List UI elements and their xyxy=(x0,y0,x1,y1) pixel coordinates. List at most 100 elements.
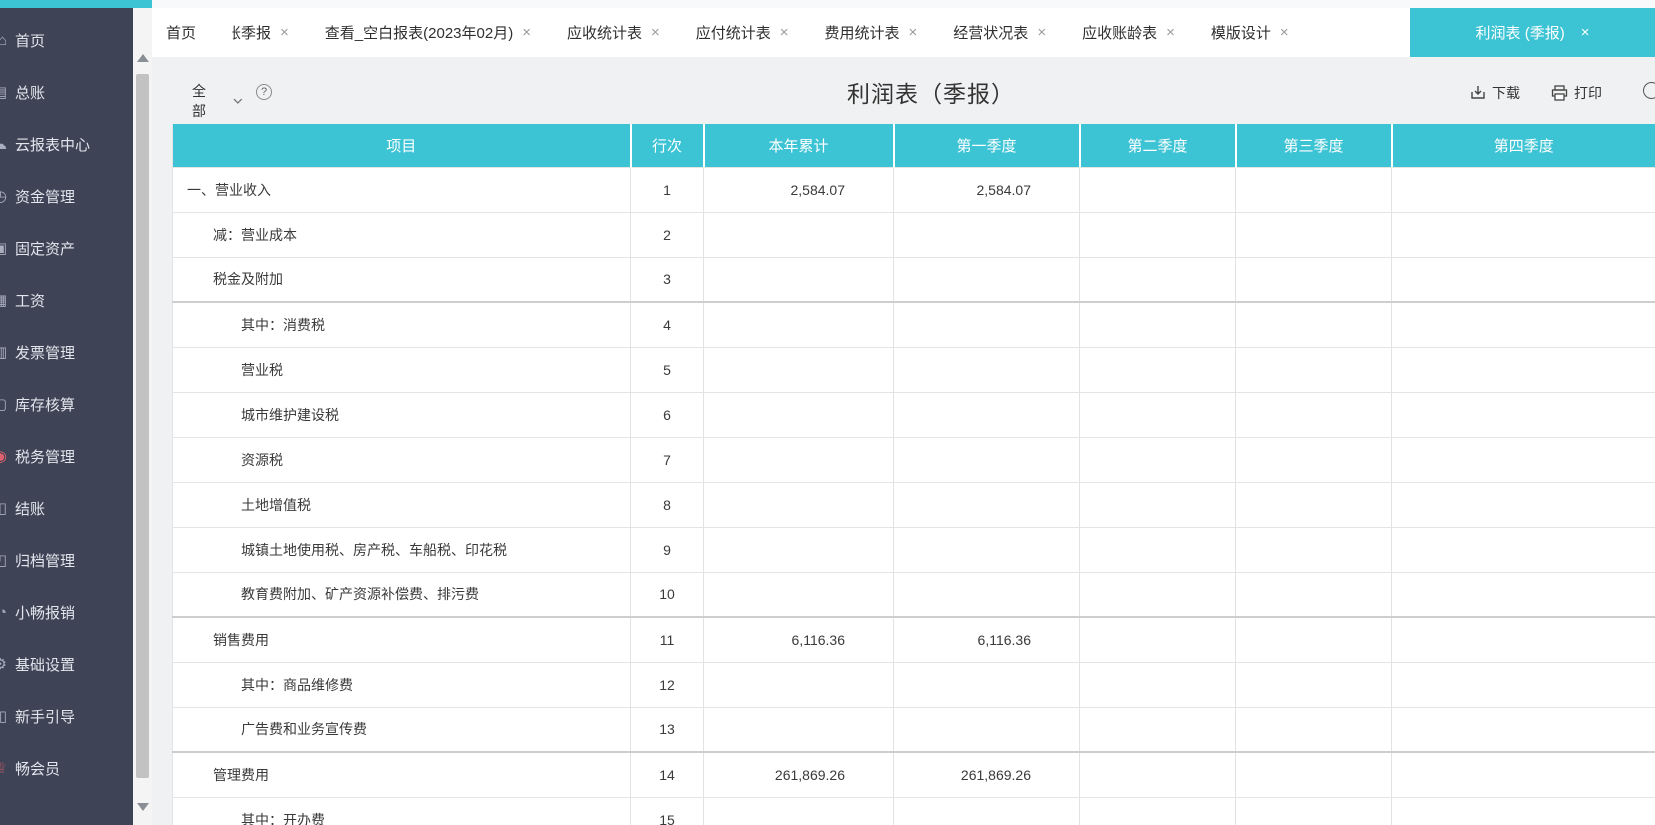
table-row: 管理费用 14 261,869.26 261,869.26 xyxy=(172,752,1655,797)
refresh-icon[interactable] xyxy=(1643,82,1655,99)
sidebar-item-inventory[interactable]: ▢ 库存核算 xyxy=(0,378,133,430)
cell-line: 13 xyxy=(630,707,704,752)
tab-1[interactable]: 账季报 × xyxy=(232,22,289,43)
report-title: 利润表（季报） xyxy=(847,81,1015,107)
cell-line: 3 xyxy=(630,257,704,302)
download-icon xyxy=(1471,86,1485,99)
cell-ytd xyxy=(703,392,894,437)
cell-q1 xyxy=(893,797,1080,825)
tab-5[interactable]: 费用统计表 × xyxy=(825,22,918,43)
cell-q4 xyxy=(1391,527,1655,572)
cell-name: 资源税 xyxy=(172,437,631,482)
close-icon[interactable]: × xyxy=(280,24,289,41)
close-icon[interactable]: × xyxy=(522,24,531,41)
sidebar-item-member[interactable]: ♕ 畅会员 xyxy=(0,742,133,794)
sidebar-scrollbar[interactable] xyxy=(133,8,152,825)
sidebar-item-label: 新手引导 xyxy=(15,708,76,726)
sidebar-item-guide[interactable]: ▯ 新手引导 xyxy=(0,690,133,742)
cell-q3 xyxy=(1235,482,1392,527)
table-row: 其中：开办费 15 xyxy=(172,797,1655,825)
close-icon[interactable]: × xyxy=(650,24,660,41)
cell-line: 11 xyxy=(630,617,704,662)
close-icon[interactable]: × xyxy=(1037,24,1047,41)
cell-q2 xyxy=(1079,572,1236,617)
cell-q1 xyxy=(893,662,1080,707)
cell-ytd: 261,869.26 xyxy=(703,752,894,797)
cell-q4 xyxy=(1391,302,1655,347)
tab-4[interactable]: 应付统计表 × xyxy=(696,22,789,43)
cell-name: 其中：商品维修费 xyxy=(172,662,631,707)
archive-icon: ◰ xyxy=(0,551,7,569)
close-icon[interactable]: × xyxy=(908,24,918,41)
cell-q2 xyxy=(1079,212,1236,257)
sidebar-item-tax[interactable]: ◉ 税务管理 xyxy=(0,430,133,482)
sidebar-item-ledger[interactable]: ▤ 总账 xyxy=(0,66,133,118)
sidebar-item-salary[interactable]: ▦ 工资 xyxy=(0,274,133,326)
close-icon[interactable]: × xyxy=(1279,24,1289,41)
sidebar-item-label: 畅会员 xyxy=(15,760,61,778)
cell-ytd xyxy=(703,302,894,347)
tab-6[interactable]: 经营状况表 × xyxy=(953,22,1046,43)
cell-name: 其中：开办费 xyxy=(172,797,631,825)
scope-filter-dropdown[interactable]: 全部 xyxy=(173,81,243,130)
tab-label: 季报 xyxy=(241,25,272,42)
cell-q1 xyxy=(893,527,1080,572)
sidebar-item-settings[interactable]: ⚙ 基础设置 xyxy=(0,638,133,690)
tab-2[interactable]: 查看_空白报表(2023年02月) × xyxy=(325,22,531,43)
help-icon[interactable]: ? xyxy=(256,84,272,100)
sidebar-item-assets[interactable]: ▣ 固定资产 xyxy=(0,222,133,274)
cell-name: 土地增值税 xyxy=(172,482,631,527)
main-area: 首页账季报 × 查看_空白报表(2023年02月) × 应收统计表 × 应付统计表 × 费用统计… xyxy=(152,8,1655,825)
scrollbar-thumb[interactable] xyxy=(136,74,149,778)
close-icon[interactable]: × xyxy=(1580,24,1590,41)
tab-8[interactable]: 模版设计 × xyxy=(1211,22,1289,43)
close-icon[interactable]: × xyxy=(779,24,789,41)
tab-home[interactable]: 首页 xyxy=(166,22,196,43)
download-button[interactable]: 下载 xyxy=(1470,83,1520,103)
cell-q3 xyxy=(1235,347,1392,392)
cell-q1 xyxy=(893,392,1080,437)
tab-label: 经营状况表 xyxy=(953,25,1029,42)
sidebar-item-label: 归档管理 xyxy=(15,552,76,570)
cell-q1: 261,869.26 xyxy=(893,752,1080,797)
sidebar-item-label: 总账 xyxy=(15,84,46,102)
cell-line: 1 xyxy=(630,167,704,212)
sidebar-item-expense[interactable]: ◔ 小畅报销 xyxy=(0,586,133,638)
sidebar-item-closing[interactable]: ◫ 结账 xyxy=(0,482,133,534)
tab-9[interactable]: 利润表 (季报) × xyxy=(1410,8,1655,57)
cell-line: 15 xyxy=(630,797,704,825)
sidebar-item-funds[interactable]: ◷ 资金管理 xyxy=(0,170,133,222)
cell-q2 xyxy=(1079,482,1236,527)
tab-7[interactable]: 应收账龄表 × xyxy=(1082,22,1175,43)
table-row: 广告费和业务宣传费 13 xyxy=(172,707,1655,752)
cell-q2 xyxy=(1079,302,1236,347)
closing-icon: ◫ xyxy=(0,499,7,517)
funds-icon: ◷ xyxy=(0,188,7,205)
cell-q1 xyxy=(893,212,1080,257)
sidebar-item-archive[interactable]: ◰ 归档管理 xyxy=(0,534,133,586)
sidebar-item-home[interactable]: ⌂ 首页 xyxy=(0,14,133,66)
print-button[interactable]: 打印 xyxy=(1551,83,1602,103)
table-row: 减：营业成本 2 xyxy=(172,212,1655,257)
tab-label: 利润表 (季报) xyxy=(1475,25,1565,42)
print-label: 打印 xyxy=(1574,85,1602,101)
sidebar-item-cloud-report[interactable]: ☁ 云报表中心 xyxy=(0,118,133,170)
expense-icon: ◔ xyxy=(0,603,7,621)
cell-q3 xyxy=(1235,527,1392,572)
close-icon[interactable]: × xyxy=(1166,24,1175,41)
cell-name: 城市维护建设税 xyxy=(172,392,631,437)
cell-q2 xyxy=(1079,707,1236,752)
cell-q2 xyxy=(1079,752,1236,797)
cell-q1 xyxy=(893,437,1080,482)
home-icon: ⌂ xyxy=(0,31,7,49)
tab-3[interactable]: 应收统计表 × xyxy=(567,22,660,43)
sidebar-item-invoice[interactable]: ▥ 发票管理 xyxy=(0,326,133,378)
cell-q3 xyxy=(1235,257,1392,302)
cell-q2 xyxy=(1079,617,1236,662)
table-row: 营业税 5 xyxy=(172,347,1655,392)
top-accent-strip xyxy=(0,0,152,8)
scrollbar-up-arrow-icon[interactable] xyxy=(137,54,149,62)
scrollbar-down-arrow-icon[interactable] xyxy=(137,803,149,811)
table-row: 销售费用 11 6,116.36 6,116.36 xyxy=(172,617,1655,662)
cell-line: 14 xyxy=(630,752,704,797)
